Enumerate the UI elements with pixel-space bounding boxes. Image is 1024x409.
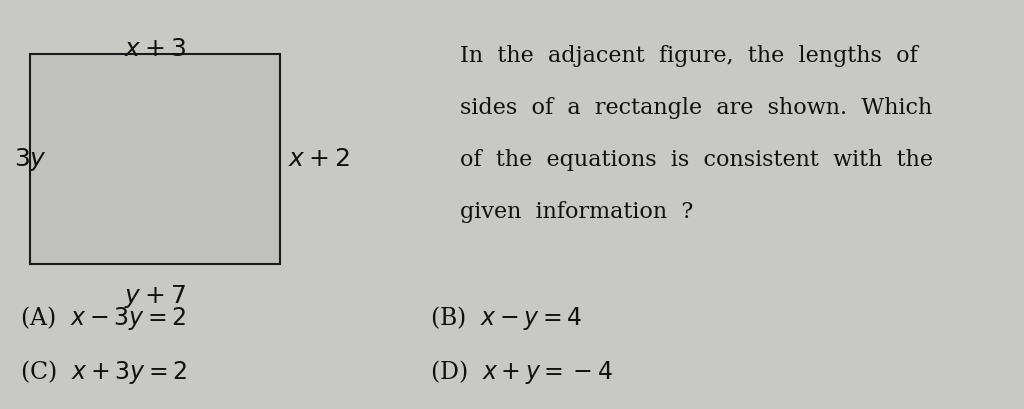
Bar <box>30 55 280 264</box>
Text: of  the  equations  is  consistent  with  the: of the equations is consistent with the <box>460 148 933 171</box>
Text: (D)  $x + y = -4$: (D) $x + y = -4$ <box>430 357 613 385</box>
Text: given  information  ?: given information ? <box>460 200 693 222</box>
Text: sides  of  a  rectangle  are  shown.  Which: sides of a rectangle are shown. Which <box>460 97 932 119</box>
Text: (A)  $x - 3y = 2$: (A) $x - 3y = 2$ <box>20 303 186 331</box>
Text: $x + 2$: $x + 2$ <box>288 148 349 171</box>
Text: In  the  adjacent  figure,  the  lengths  of: In the adjacent figure, the lengths of <box>460 45 918 67</box>
Text: (C)  $x + 3y = 2$: (C) $x + 3y = 2$ <box>20 357 187 385</box>
Text: $y + 7$: $y + 7$ <box>124 282 186 309</box>
Text: (B)  $x - y = 4$: (B) $x - y = 4$ <box>430 303 583 331</box>
Text: $3y$: $3y$ <box>14 146 47 173</box>
Text: $x + 3$: $x + 3$ <box>124 38 186 61</box>
